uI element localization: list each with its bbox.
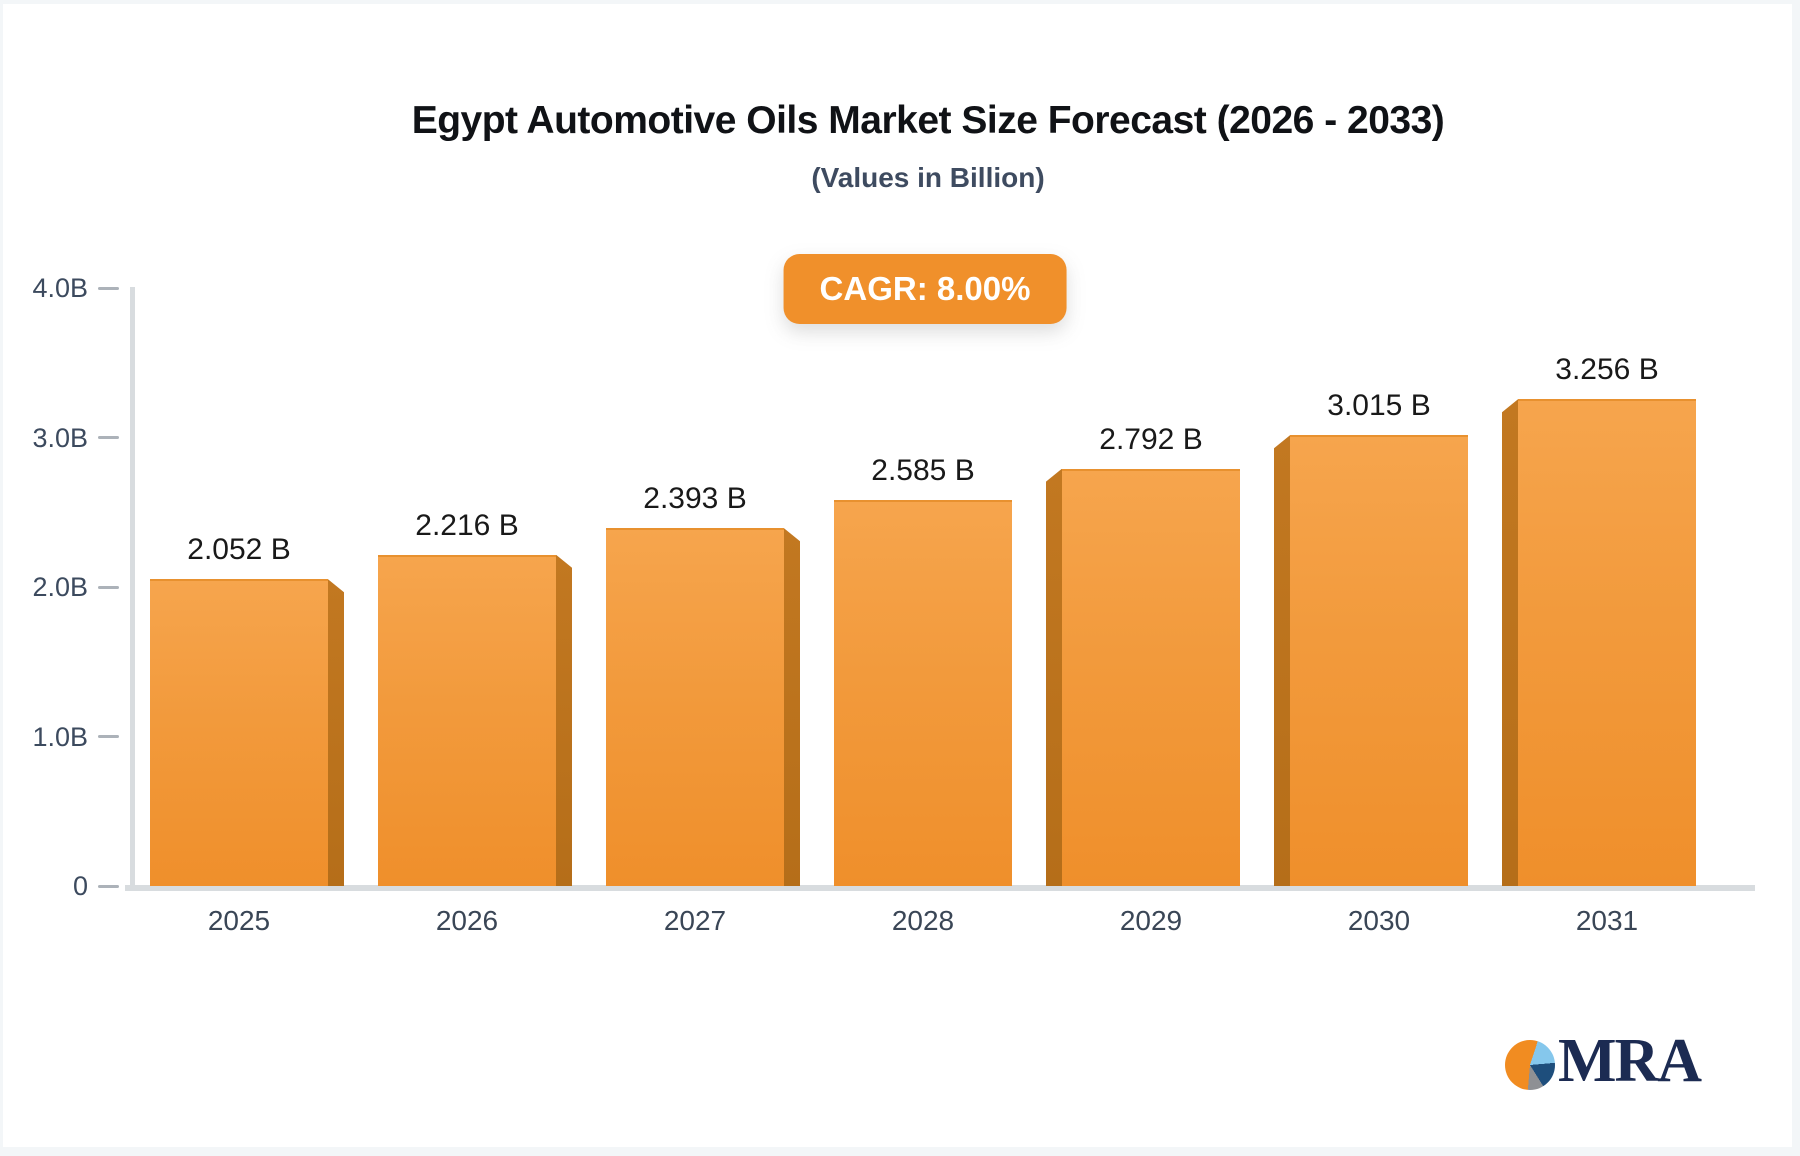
bar-2031 <box>1518 399 1696 886</box>
bar-value-label: 2.216 B <box>415 508 519 542</box>
y-axis-tick <box>98 436 119 439</box>
x-axis-label: 2031 <box>1575 905 1639 936</box>
x-axis-label: 2030 <box>1347 905 1411 936</box>
bar-side-2029 <box>1046 468 1062 886</box>
y-axis-tick-label: 0 <box>72 871 88 901</box>
y-axis-tick-label: 4.0B <box>32 273 88 303</box>
bar-2026 <box>378 554 556 886</box>
bar-2028 <box>834 499 1012 886</box>
y-axis-tick <box>98 884 119 888</box>
bar-side-2031 <box>1502 399 1518 886</box>
pie-chart-logo-icon <box>1505 1040 1555 1090</box>
bar-value-label: 2.052 B <box>187 533 291 567</box>
bar-value-label: 2.393 B <box>643 482 747 516</box>
chart-subtitle: (Values in Billion) <box>811 162 1045 193</box>
bar-2027 <box>606 528 784 886</box>
brand-logo: MRA <box>1505 1030 1702 1092</box>
y-axis-tick <box>98 585 119 589</box>
bar-side-2025 <box>328 579 344 886</box>
x-axis-label: 2025 <box>207 905 271 936</box>
bar-value-label: 3.256 B <box>1555 353 1659 387</box>
x-axis-label: 2027 <box>663 905 727 936</box>
bar-side-2026 <box>556 554 572 886</box>
bar-side-2027 <box>784 528 800 886</box>
bar-value-label: 2.792 B <box>1099 422 1203 456</box>
bar-2030 <box>1290 435 1468 886</box>
y-axis-tick-label: 2.0B <box>32 572 88 602</box>
y-axis-tick <box>98 286 119 290</box>
y-axis-tick-label: 3.0B <box>32 422 88 453</box>
x-axis-label: 2029 <box>1119 905 1183 936</box>
brand-logo-text: MRA <box>1558 1027 1702 1095</box>
x-axis-label: 2028 <box>891 905 955 936</box>
cagr-badge: CAGR: 8.00% <box>783 254 1067 324</box>
bar-side-2030 <box>1274 435 1290 886</box>
bar-value-label: 3.015 B <box>1327 389 1431 423</box>
y-axis-tick-label: 1.0B <box>32 721 88 752</box>
y-axis-tick <box>98 735 119 738</box>
bar-2029 <box>1062 468 1240 886</box>
bar-2025 <box>150 579 328 886</box>
chart-title: Egypt Automotive Oils Market Size Foreca… <box>411 99 1445 142</box>
bar-value-label: 2.585 B <box>871 453 975 487</box>
x-axis-line <box>125 885 1755 891</box>
y-axis-line <box>130 287 135 889</box>
x-axis-label: 2026 <box>435 905 499 936</box>
